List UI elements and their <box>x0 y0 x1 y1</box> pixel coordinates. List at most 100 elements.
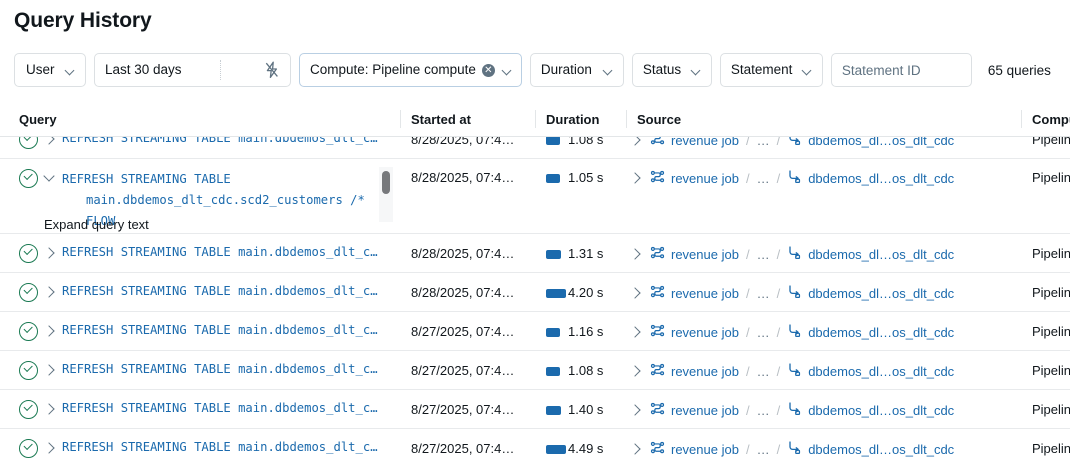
column-divider[interactable] <box>1021 110 1022 128</box>
chevron-right-icon <box>629 325 641 338</box>
table-row[interactable]: REFRESH STREAMING TABLE main.dbdemos_dlt… <box>0 234 1070 273</box>
source-expand-toggle[interactable] <box>629 363 641 378</box>
source-pipeline-link[interactable]: dbdemos_dl…os_dlt_cdc <box>808 170 955 186</box>
breadcrumb-separator: / <box>776 285 781 301</box>
expand-query-text-link[interactable]: Expand query text <box>44 217 149 232</box>
compute-filter-chip[interactable]: Compute: Pipeline compute ✕ <box>299 53 522 87</box>
source-pipeline-link[interactable]: dbdemos_dl…os_dlt_cdc <box>808 285 955 301</box>
duration-bar <box>546 367 560 376</box>
job-icon <box>650 362 665 380</box>
row-expand-toggle[interactable] <box>43 137 56 147</box>
duration-filter-button[interactable]: Duration <box>529 53 624 87</box>
query-text[interactable]: REFRESH STREAMING TABLE main.dbdemos_dlt… <box>62 362 380 376</box>
row-expand-toggle[interactable] <box>43 400 56 417</box>
column-divider[interactable] <box>626 110 627 128</box>
source-job-link[interactable]: revenue job <box>671 324 739 340</box>
table-row[interactable]: REFRESH STREAMING TABLE main.dbdemos_dlt… <box>0 137 1070 159</box>
source-job-link[interactable]: revenue job <box>671 246 739 262</box>
row-expand-toggle[interactable] <box>43 283 56 300</box>
breadcrumb-separator: / <box>776 170 781 186</box>
page-title: Query History <box>14 9 152 32</box>
breadcrumb-ellipsis[interactable]: … <box>756 324 770 340</box>
row-expand-toggle[interactable] <box>43 322 56 339</box>
source-expand-toggle[interactable] <box>629 402 641 417</box>
source-breadcrumb: revenue job / … / dbdemos_dl…os_dlt_cdc <box>650 323 954 341</box>
table-row[interactable]: REFRESH STREAMING TABLE main.dbdemos_dlt… <box>0 273 1070 312</box>
source-pipeline-link[interactable]: dbdemos_dl…os_dlt_cdc <box>808 441 955 457</box>
query-text-scrollbar[interactable] <box>379 167 393 222</box>
query-text[interactable]: REFRESH STREAMING TABLE main.dbdemos_dlt… <box>62 440 380 454</box>
source-job-link[interactable]: revenue job <box>671 285 739 301</box>
query-text[interactable]: REFRESH STREAMING TABLE main.dbdemos_dlt… <box>62 284 380 298</box>
column-header-source[interactable]: Source <box>637 112 682 127</box>
success-check-icon <box>19 400 38 419</box>
breadcrumb-ellipsis[interactable]: … <box>756 441 770 457</box>
source-pipeline-link[interactable]: dbdemos_dl…os_dlt_cdc <box>808 402 955 418</box>
breadcrumb-separator: / <box>745 285 750 301</box>
row-expand-toggle[interactable] <box>43 169 56 186</box>
source-expand-toggle[interactable] <box>629 285 641 300</box>
breadcrumb-ellipsis[interactable]: … <box>756 285 770 301</box>
chevron-right-icon <box>629 137 641 146</box>
row-expand-toggle[interactable] <box>43 361 56 378</box>
query-text[interactable]: REFRESH STREAMING TABLE main.dbdemos_dlt… <box>62 401 380 415</box>
scrollbar-thumb[interactable] <box>382 171 390 194</box>
breadcrumb-separator: / <box>745 402 750 418</box>
chevron-right-icon <box>629 403 641 416</box>
source-job-link[interactable]: revenue job <box>671 170 739 186</box>
source-job-link[interactable]: revenue job <box>671 402 739 418</box>
compute-value: Pipeline <box>1032 137 1070 147</box>
source-expand-toggle[interactable] <box>629 170 641 185</box>
source-pipeline-link[interactable]: dbdemos_dl…os_dlt_cdc <box>808 363 955 379</box>
source-pipeline-link[interactable]: dbdemos_dl…os_dlt_cdc <box>808 324 955 340</box>
breadcrumb-ellipsis[interactable]: … <box>756 402 770 418</box>
source-expand-toggle[interactable] <box>629 137 641 147</box>
query-text[interactable]: REFRESH STREAMING TABLE main.dbdemos_dlt… <box>62 137 380 145</box>
column-divider[interactable] <box>400 110 401 128</box>
row-expand-toggle[interactable] <box>43 439 56 456</box>
table-row[interactable]: REFRESH STREAMING TABLE main.dbdemos_dlt_… <box>0 159 1070 234</box>
table-row[interactable]: REFRESH STREAMING TABLE main.dbdemos_dlt… <box>0 351 1070 390</box>
statement-filter-button[interactable]: Statement <box>719 53 823 87</box>
column-header-started-at[interactable]: Started at <box>411 112 471 127</box>
statement-id-input[interactable] <box>841 62 961 78</box>
source-job-link[interactable]: revenue job <box>671 137 739 148</box>
source-expand-toggle[interactable] <box>629 246 641 261</box>
lightning-bolt-icon[interactable] <box>254 54 290 86</box>
query-text[interactable]: REFRESH STREAMING TABLE main.dbdemos_dlt… <box>62 323 380 337</box>
source-pipeline-link[interactable]: dbdemos_dl…os_dlt_cdc <box>808 246 955 262</box>
query-text-line-1: REFRESH STREAMING TABLE <box>62 172 231 186</box>
user-filter-button[interactable]: User <box>14 53 86 87</box>
breadcrumb-ellipsis[interactable]: … <box>756 363 770 379</box>
query-text[interactable]: REFRESH STREAMING TABLE main.dbdemos_dlt… <box>62 245 380 259</box>
close-icon[interactable]: ✕ <box>481 63 495 77</box>
source-job-link[interactable]: revenue job <box>671 363 739 379</box>
column-header-duration[interactable]: Duration <box>546 112 600 127</box>
started-at-value: 8/28/2025, 07:4… <box>411 246 515 261</box>
breadcrumb-separator: / <box>745 246 750 262</box>
column-divider[interactable] <box>535 110 536 128</box>
job-icon <box>650 169 665 187</box>
job-icon <box>650 401 665 419</box>
table-row[interactable]: REFRESH STREAMING TABLE main.dbdemos_dlt… <box>0 312 1070 351</box>
query-text[interactable]: REFRESH STREAMING TABLE main.dbdemos_dlt_… <box>62 169 372 232</box>
source-breadcrumb: revenue job / … / dbdemos_dl…os_dlt_cdc <box>650 362 954 380</box>
column-header-query[interactable]: Query <box>19 112 57 127</box>
table-row[interactable]: REFRESH STREAMING TABLE main.dbdemos_dlt… <box>0 390 1070 429</box>
source-job-link[interactable]: revenue job <box>671 441 739 457</box>
table-row[interactable]: REFRESH STREAMING TABLE main.dbdemos_dlt… <box>0 429 1070 463</box>
source-expand-toggle[interactable] <box>629 324 641 339</box>
status-filter-button[interactable]: Status <box>631 53 712 87</box>
breadcrumb-ellipsis[interactable]: … <box>756 246 770 262</box>
column-header-compute[interactable]: Compute <box>1032 112 1070 127</box>
date-range-filter[interactable]: Last 30 days <box>94 53 291 87</box>
source-expand-toggle[interactable] <box>629 441 641 456</box>
compute-value: Pipeline <box>1032 402 1070 417</box>
breadcrumb-ellipsis[interactable]: … <box>756 137 770 148</box>
pipeline-icon <box>787 137 802 149</box>
statement-id-field[interactable] <box>830 53 972 87</box>
chevron-right-icon <box>43 402 55 415</box>
breadcrumb-ellipsis[interactable]: … <box>756 170 770 186</box>
row-expand-toggle[interactable] <box>43 244 56 261</box>
source-pipeline-link[interactable]: dbdemos_dl…os_dlt_cdc <box>808 137 955 148</box>
